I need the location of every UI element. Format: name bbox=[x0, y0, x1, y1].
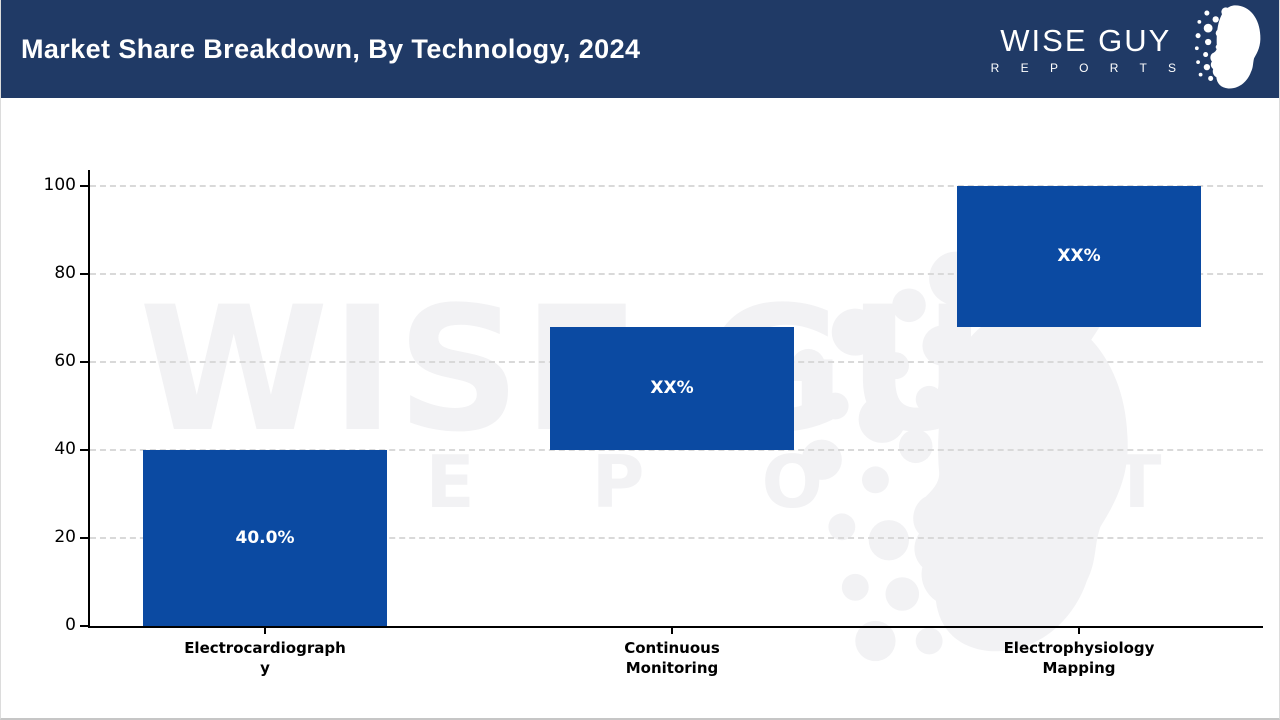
wise-guy-reports-logo: WISE GUY R E P O R T S bbox=[987, 3, 1267, 95]
bar-value-label-0: 40.0% bbox=[235, 528, 295, 548]
bar-value-label-1: XX% bbox=[650, 377, 694, 398]
logo-text: WISE GUY R E P O R T S bbox=[987, 25, 1185, 74]
y-tick-40 bbox=[80, 449, 88, 451]
x-axis-spine bbox=[88, 626, 1263, 628]
logo-wordmark: WISE GUY bbox=[1000, 22, 1172, 58]
category-label-0: Electrocardiograph y bbox=[184, 639, 346, 677]
x-tick-0 bbox=[264, 628, 266, 634]
y-tick-label-0: 0 bbox=[65, 615, 76, 635]
bar-1 bbox=[550, 326, 794, 450]
y-tick-20 bbox=[80, 537, 88, 539]
gridline-100 bbox=[90, 185, 1263, 187]
gridline-40 bbox=[90, 449, 1263, 451]
y-tick-60 bbox=[80, 361, 88, 363]
bar-2 bbox=[957, 186, 1201, 327]
y-tick-label-40: 40 bbox=[54, 439, 76, 459]
y-axis-spine bbox=[88, 170, 90, 628]
plot-area: WISE GUY R E P O R T S 0 20 bbox=[1, 98, 1279, 718]
category-label-2: Electrophysiology Mapping bbox=[1003, 639, 1155, 677]
y-tick-label-80: 80 bbox=[54, 263, 76, 283]
gridline-20 bbox=[90, 537, 1263, 539]
y-tick-label-100: 100 bbox=[43, 175, 76, 195]
y-tick-100 bbox=[80, 185, 88, 187]
header: Market Share Breakdown, By Technology, 2… bbox=[1, 0, 1279, 98]
y-tick-label-60: 60 bbox=[54, 351, 76, 371]
bar-0 bbox=[143, 450, 387, 626]
y-tick-label-20: 20 bbox=[54, 527, 76, 547]
x-tick-2 bbox=[1078, 628, 1080, 634]
x-tick-1 bbox=[671, 628, 673, 634]
y-tick-0 bbox=[80, 625, 88, 627]
bar-value-label-2: XX% bbox=[1057, 246, 1101, 266]
dotted-face-profile-icon bbox=[1187, 3, 1267, 95]
y-tick-80 bbox=[80, 273, 88, 275]
category-label-1: Continuous Monitoring bbox=[624, 639, 720, 677]
chart-title: Market Share Breakdown, By Technology, 2… bbox=[21, 33, 641, 64]
gridline-80 bbox=[90, 273, 1263, 275]
logo-subtext: R E P O R T S bbox=[990, 60, 1185, 75]
